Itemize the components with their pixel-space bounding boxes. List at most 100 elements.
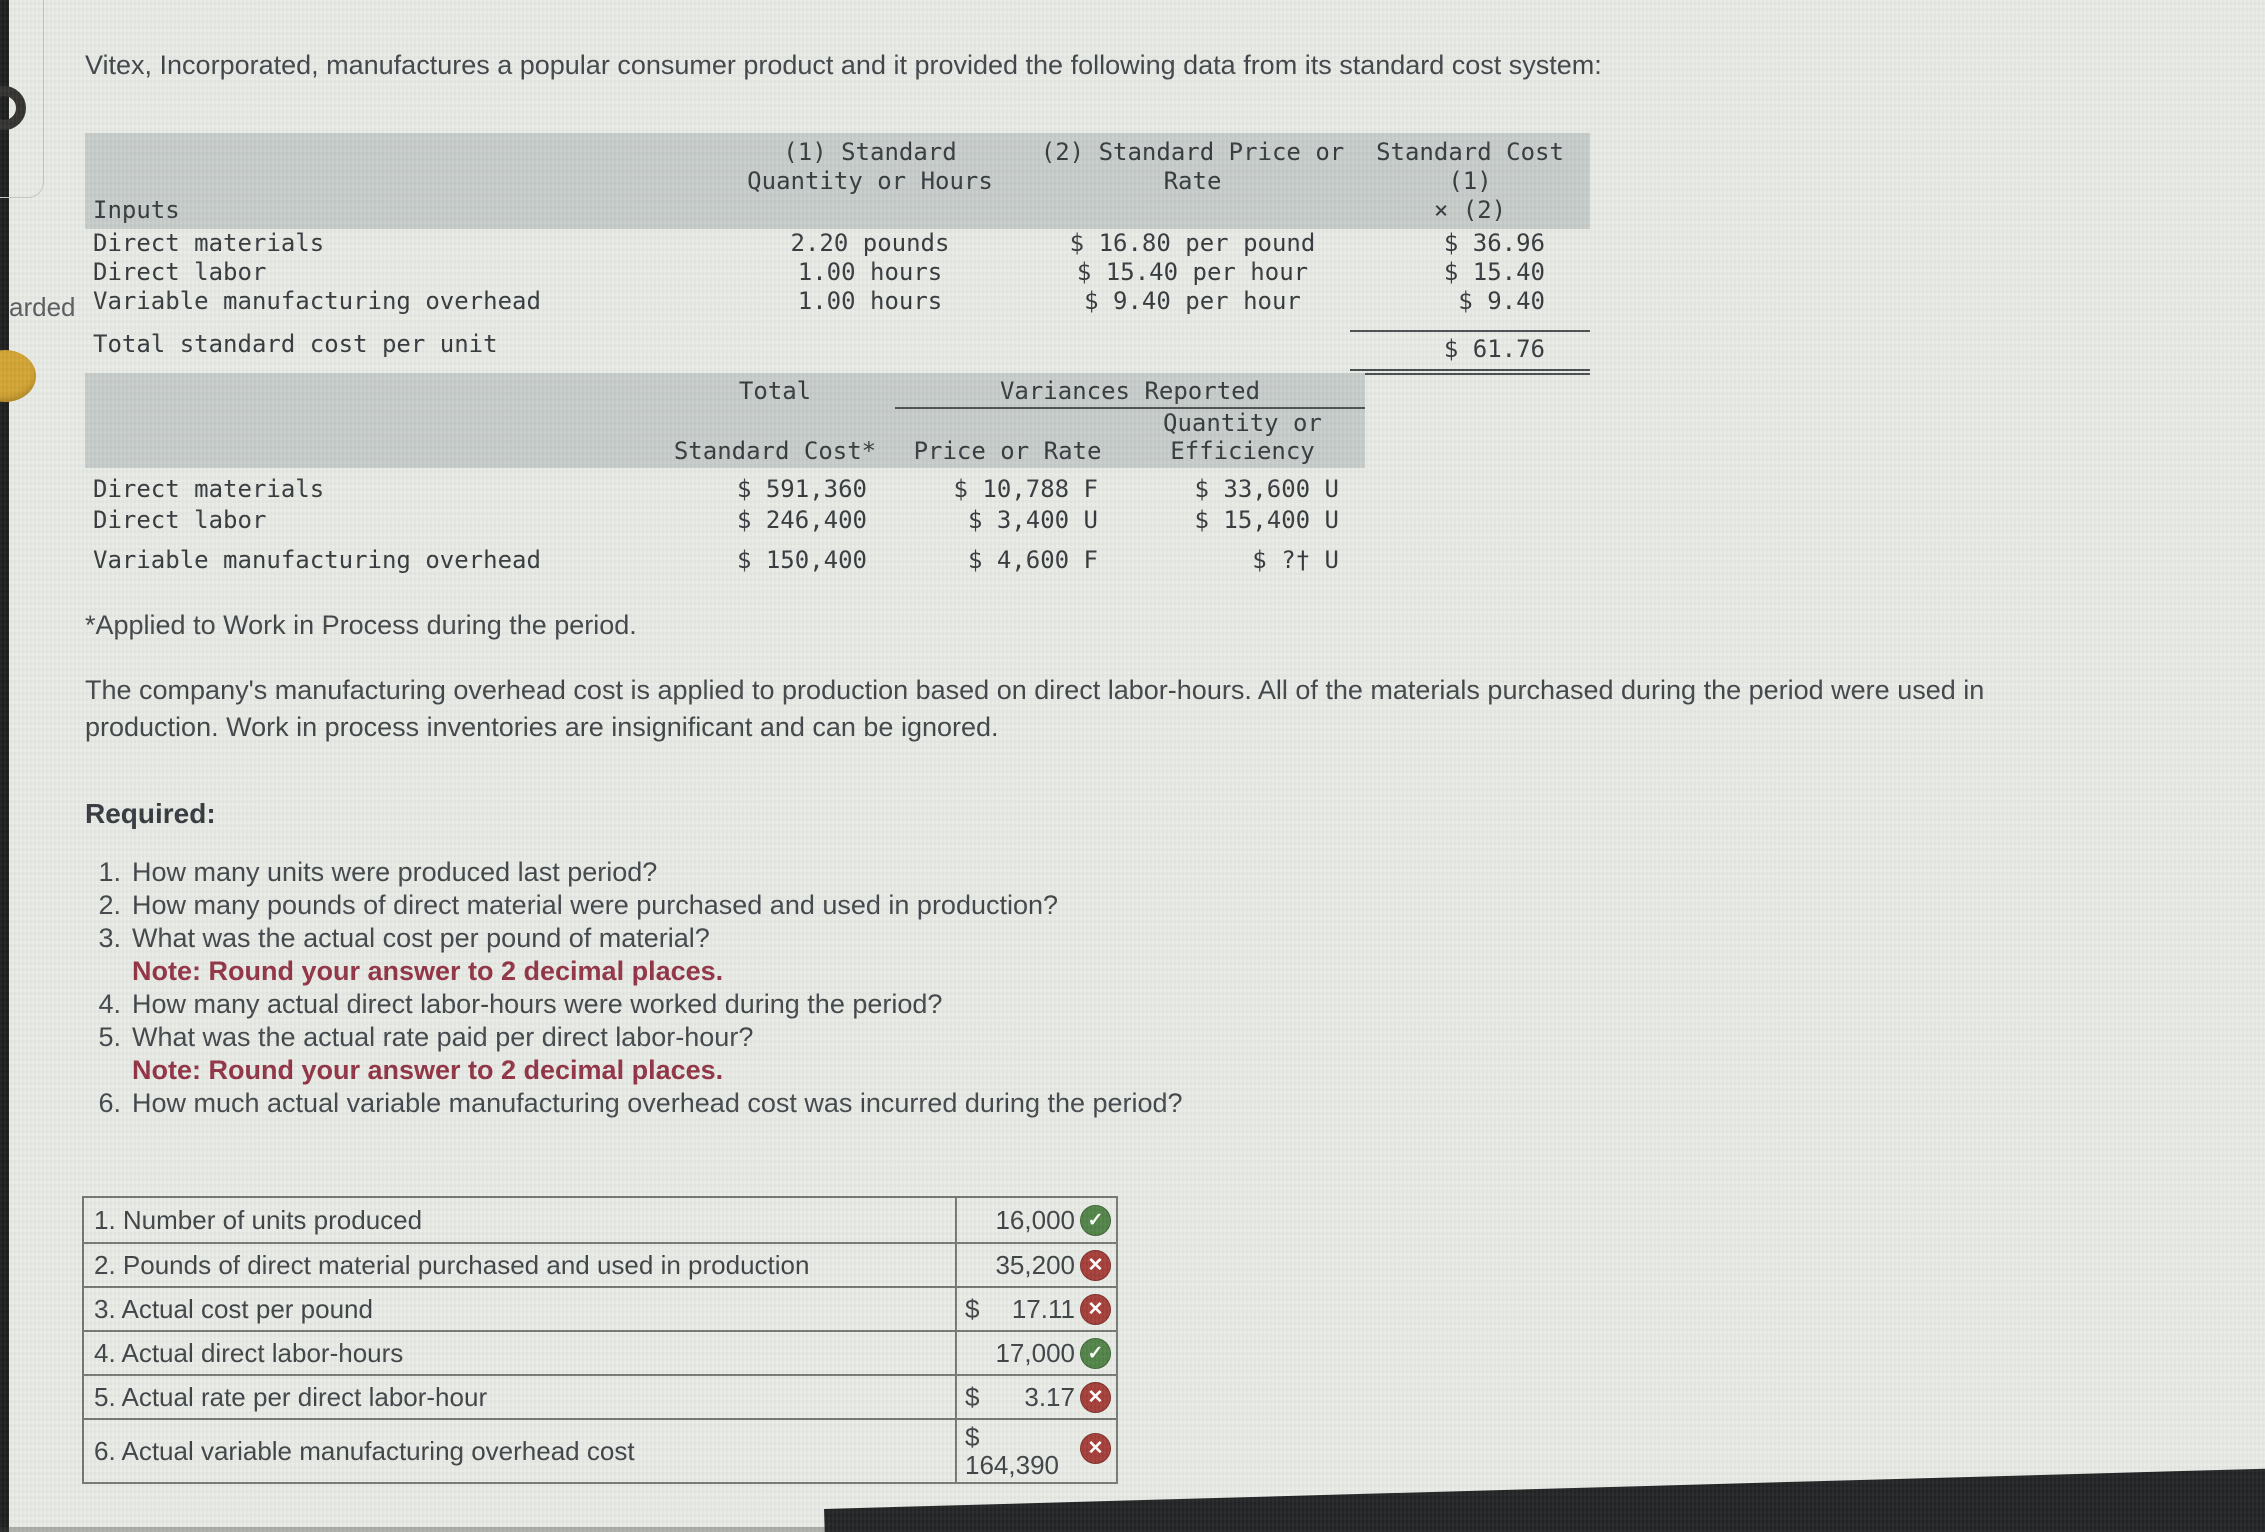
answer-label: 1. Number of units produced [94, 1204, 423, 1235]
row-label: Direct labor [93, 258, 267, 286]
table-row: Direct labor 1.00 hours $ 15.40 per hour… [85, 258, 1590, 287]
row-qty: 1.00 hours [797, 258, 943, 286]
answer-value: 17,000 [995, 1337, 1075, 1368]
question-4: 4. How many actual direct labor-hours we… [85, 988, 1183, 1021]
answer-input-direct-labor-hours[interactable]: 17,000 [955, 1332, 1116, 1374]
sidebar-ring-icon [0, 86, 26, 130]
table-row: Variable manufacturing overhead $ 150,40… [85, 544, 1365, 575]
answer-value: 164,390 [965, 1450, 1059, 1480]
row-price: $ 9.40 per hour [1084, 287, 1301, 315]
total-label: Total standard cost per unit [93, 330, 498, 358]
question-text: How many actual direct labor-hours were … [132, 989, 943, 1019]
question-number: 5. [98, 1022, 121, 1052]
row-quantity-variance: $ 33,600 U [1194, 474, 1340, 503]
header-standard-price: (2) Standard Price or Rate [1040, 138, 1345, 195]
empty-cell [1035, 330, 1350, 359]
row-price: $ 15.40 per hour [1076, 258, 1309, 286]
currency-prefix: $ [965, 1381, 980, 1412]
answer-row-2: 2. Pounds of direct material purchased a… [84, 1242, 1116, 1286]
answer-input-rate-per-hour[interactable]: $ 3.17 [955, 1376, 1116, 1418]
table-row: Direct materials 2.20 pounds $ 16.80 per… [85, 229, 1590, 258]
row-standard-cost: $ 591,360 [736, 474, 867, 503]
incorrect-x-icon [1079, 1293, 1111, 1325]
total-value: $ 61.76 [1350, 330, 1590, 375]
incorrect-x-icon [1079, 1381, 1111, 1413]
problem-statement: Vitex, Incorporated, manufactures a popu… [85, 50, 1602, 80]
answer-label: 6. Actual variable manufacturing overhea… [94, 1435, 635, 1466]
answer-label: 5. Actual rate per direct labor-hour [94, 1381, 488, 1412]
row-standard-cost: $ 150,400 [736, 545, 867, 574]
total-row: Total standard cost per unit $ 61.76 [85, 330, 1590, 375]
answer-input-cost-per-pound[interactable]: $ 17.11 [955, 1288, 1116, 1330]
header-variances-reported: Variances Reported [895, 377, 1365, 409]
variances-reported-group: Variances Reported Quantity or Price or … [895, 377, 1365, 465]
row-price-variance: $ 10,788 F [953, 474, 1099, 503]
answer-label: 3. Actual cost per pound [94, 1293, 373, 1324]
question-6: 6. How much actual variable manufacturin… [85, 1087, 1183, 1120]
header-quantity-or: Quantity or [1163, 409, 1322, 437]
question-text: How many pounds of direct material were … [132, 890, 1059, 920]
row-label: Direct labor [93, 505, 267, 534]
row-standard-cost: $ 246,400 [736, 505, 867, 534]
question-text: What was the actual cost per pound of ma… [132, 923, 710, 953]
question-text: How many units were produced last period… [132, 857, 658, 887]
table-row: Variable manufacturing overhead 1.00 hou… [85, 287, 1590, 316]
table-row: Direct labor $ 246,400 $ 3,400 U $ 15,40… [85, 504, 1365, 535]
answer-row-1: 1. Number of units produced 16,000 [84, 1198, 1116, 1242]
empty-cell [705, 330, 1035, 359]
question-number: 2. [98, 890, 121, 920]
body-paragraph: The company's manufacturing overhead cos… [85, 675, 1985, 742]
question-text: How much actual variable manufacturing o… [132, 1088, 1183, 1118]
currency-prefix: $ [965, 1293, 980, 1324]
answer-value: 17.11 [1011, 1293, 1075, 1324]
table-row: Direct materials $ 591,360 $ 10,788 F $ … [85, 473, 1365, 504]
row-label: Direct materials [93, 474, 325, 503]
question-2: 2. How many pounds of direct material we… [85, 889, 1183, 922]
header-standard-cost: Standard Cost (1) × (2) [1376, 138, 1564, 224]
row-label: Variable manufacturing overhead [93, 287, 541, 315]
answer-input-units-produced[interactable]: 16,000 [955, 1198, 1116, 1242]
required-heading: Required: [85, 798, 216, 829]
incorrect-x-icon [1080, 1249, 1111, 1281]
standard-cost-table: Inputs (1) Standard Quantity or Hours (2… [85, 133, 1590, 375]
question-number: 4. [98, 989, 121, 1019]
answer-row-4: 4. Actual direct labor-hours 17,000 [84, 1330, 1116, 1374]
empty-cell [85, 377, 655, 465]
row-qty: 2.20 pounds [790, 229, 950, 257]
question-3: 3. What was the actual cost per pound of… [85, 922, 1183, 955]
answer-row-5: 5. Actual rate per direct labor-hour $ 3… [84, 1374, 1116, 1418]
row-quantity-variance: $ 15,400 U [1194, 505, 1340, 534]
answer-table: 1. Number of units produced 16,000 2. Po… [82, 1196, 1118, 1484]
header-price-or-rate: Price or Rate [913, 437, 1102, 465]
variances-subheader: Quantity or Price or Rate Efficiency [895, 409, 1365, 465]
question-number: 1. [98, 857, 121, 887]
row-cost: $ 36.96 [1443, 229, 1545, 257]
question-1: 1. How many units were produced last per… [85, 856, 1183, 889]
answer-label: 4. Actual direct labor-hours [94, 1337, 404, 1368]
incorrect-x-icon [1080, 1433, 1111, 1464]
row-cost: $ 15.40 [1443, 258, 1545, 286]
answer-value: 3.17 [1024, 1381, 1075, 1412]
answer-input-pounds-purchased[interactable]: 35,200 [955, 1244, 1116, 1286]
header-standard-cost-applied: Standard Cost* [673, 437, 877, 465]
header-efficiency: Efficiency [1170, 437, 1315, 465]
variances-table: Total Standard Cost* Variances Reported … [85, 373, 1365, 575]
awarded-label-fragment: arded [9, 292, 76, 322]
row-label: Variable manufacturing overhead [93, 545, 541, 574]
table-footnote: *Applied to Work in Process during the p… [85, 610, 637, 640]
header-total: Total [738, 377, 812, 405]
currency-prefix: $ [965, 1422, 980, 1452]
question-3-note: Note: Round your answer to 2 decimal pla… [132, 956, 724, 986]
answer-input-variable-overhead-cost[interactable]: $ 164,390 [955, 1420, 1116, 1482]
question-5: 5. What was the actual rate paid per dir… [85, 1021, 1183, 1054]
correct-check-icon [1080, 1337, 1111, 1369]
header-standard-quantity: (1) Standard Quantity or Hours [747, 138, 993, 195]
variances-table-header: Total Standard Cost* Variances Reported … [85, 373, 1365, 468]
row-price: $ 16.80 per pound [1069, 229, 1316, 257]
answer-row-6: 6. Actual variable manufacturing overhea… [84, 1418, 1116, 1482]
answer-row-3: 3. Actual cost per pound $ 17.11 [84, 1286, 1116, 1330]
question-5-note: Note: Round your answer to 2 decimal pla… [132, 1055, 724, 1085]
row-label: Direct materials [93, 229, 325, 257]
header-inputs: Inputs [93, 196, 180, 224]
